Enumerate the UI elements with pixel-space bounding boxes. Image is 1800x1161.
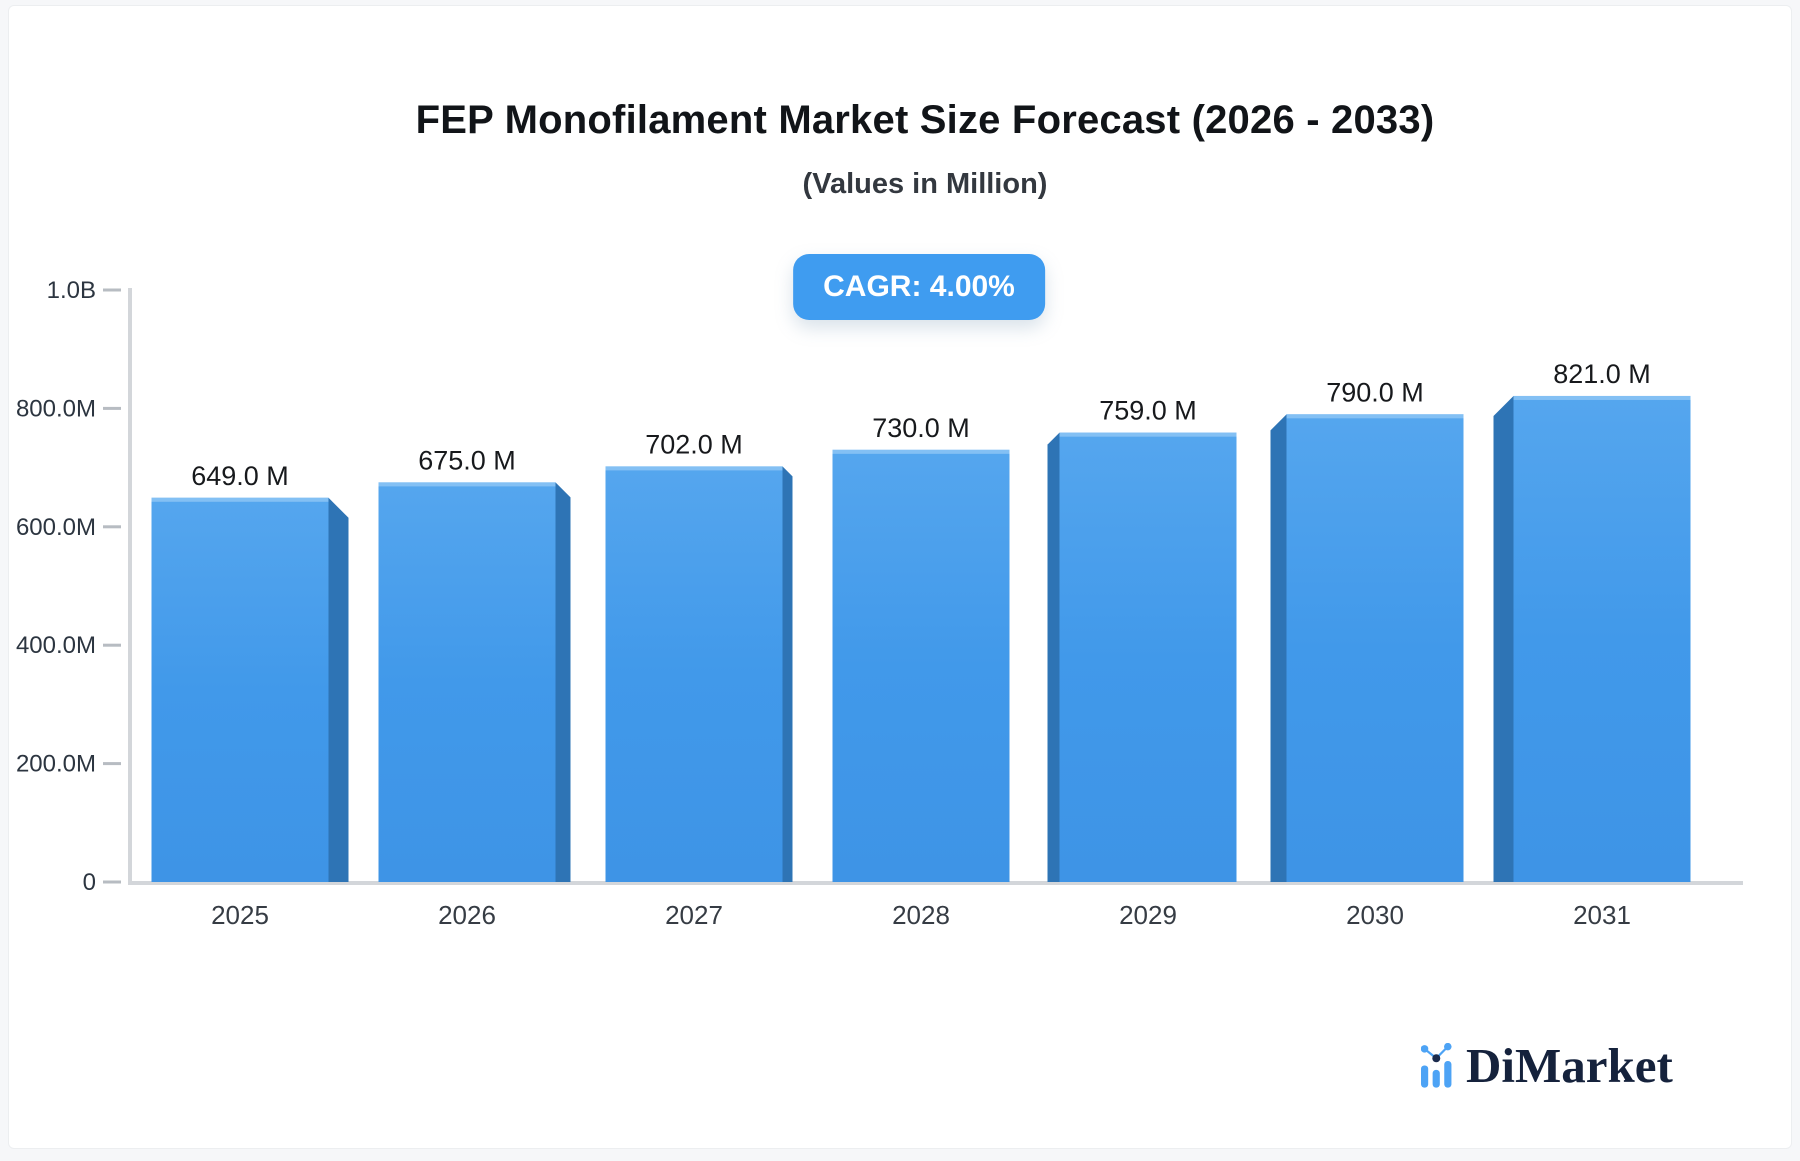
cagr-badge: CAGR: 4.00%	[793, 254, 1045, 320]
x-axis-year-label: 2028	[892, 900, 950, 930]
bar-front-face	[1513, 395, 1691, 882]
bar-value-label: 675.0 M	[418, 445, 516, 475]
bar-top-highlight	[605, 466, 783, 471]
chart-title: FEP Monofilament Market Size Forecast (2…	[415, 98, 1435, 142]
bar-top-highlight	[378, 482, 556, 487]
bar-front-face	[151, 497, 329, 882]
y-tick-mark	[103, 525, 121, 529]
x-axis-year-label: 2026	[438, 900, 496, 930]
dimarket-logo-icon	[1421, 1043, 1452, 1088]
bar-side-face	[1493, 395, 1514, 882]
bar-value-label: 702.0 M	[645, 429, 743, 459]
bar-front-face	[378, 482, 556, 882]
bar-front-face	[605, 466, 783, 882]
bar-2028[interactable]: 730.0 M 2028	[832, 413, 1010, 930]
y-axis-label: 1.0B	[47, 277, 96, 304]
bar-side-face	[1047, 432, 1060, 882]
bar-front-face	[1286, 414, 1464, 882]
x-axis-year-label: 2027	[665, 900, 723, 930]
bar-2025[interactable]: 649.0 M 2025	[151, 461, 349, 930]
x-axis-year-label: 2025	[211, 900, 269, 930]
x-axis-year-label: 2031	[1573, 900, 1631, 930]
bar-top-highlight	[1513, 395, 1691, 400]
bar-value-label: 790.0 M	[1326, 377, 1424, 407]
y-tick-mark	[103, 288, 121, 292]
bar-front-face	[1059, 432, 1237, 882]
bar-top-highlight	[1286, 414, 1464, 419]
dimarket-logo: DiMarket	[1421, 1040, 1673, 1092]
y-axis-label: 600.0M	[16, 514, 96, 541]
bar-side-face	[555, 482, 571, 882]
y-axis-label: 0	[83, 869, 96, 896]
bar-value-label: 730.0 M	[872, 413, 970, 443]
y-axis-line	[128, 288, 132, 884]
bar-side-face	[1270, 414, 1287, 882]
x-axis-line	[128, 881, 1743, 885]
y-axis-label: 200.0M	[16, 751, 96, 778]
chart-subtitle: (Values in Million)	[802, 168, 1048, 200]
y-tick-mark	[103, 643, 121, 647]
y-tick-mark	[103, 762, 121, 766]
bar-2031[interactable]: 821.0 M 2031	[1493, 359, 1691, 930]
bar-top-highlight	[832, 449, 1010, 454]
y-axis-label: 400.0M	[16, 632, 96, 659]
bar-front-face	[832, 449, 1010, 882]
dimarket-logo-text: DiMarket	[1466, 1038, 1673, 1093]
bar-top-highlight	[1059, 432, 1237, 437]
bar-top-highlight	[151, 497, 329, 502]
x-axis-year-label: 2030	[1346, 900, 1404, 930]
bar-2029[interactable]: 759.0 M 2029	[1047, 396, 1237, 930]
bar-side-face	[782, 466, 793, 882]
bar-side-face	[328, 497, 349, 882]
bar-value-label: 759.0 M	[1099, 396, 1197, 426]
bar-value-label: 649.0 M	[191, 461, 289, 491]
y-axis-label: 800.0M	[16, 395, 96, 422]
bar-2030[interactable]: 790.0 M 2030	[1270, 377, 1464, 930]
bar-value-label: 821.0 M	[1553, 359, 1651, 389]
bar-2026[interactable]: 675.0 M 2026	[378, 445, 571, 930]
y-tick-mark	[103, 406, 121, 410]
x-axis-year-label: 2029	[1119, 900, 1177, 930]
y-tick-mark	[103, 880, 121, 884]
bar-2027[interactable]: 702.0 M 2027	[605, 429, 793, 930]
